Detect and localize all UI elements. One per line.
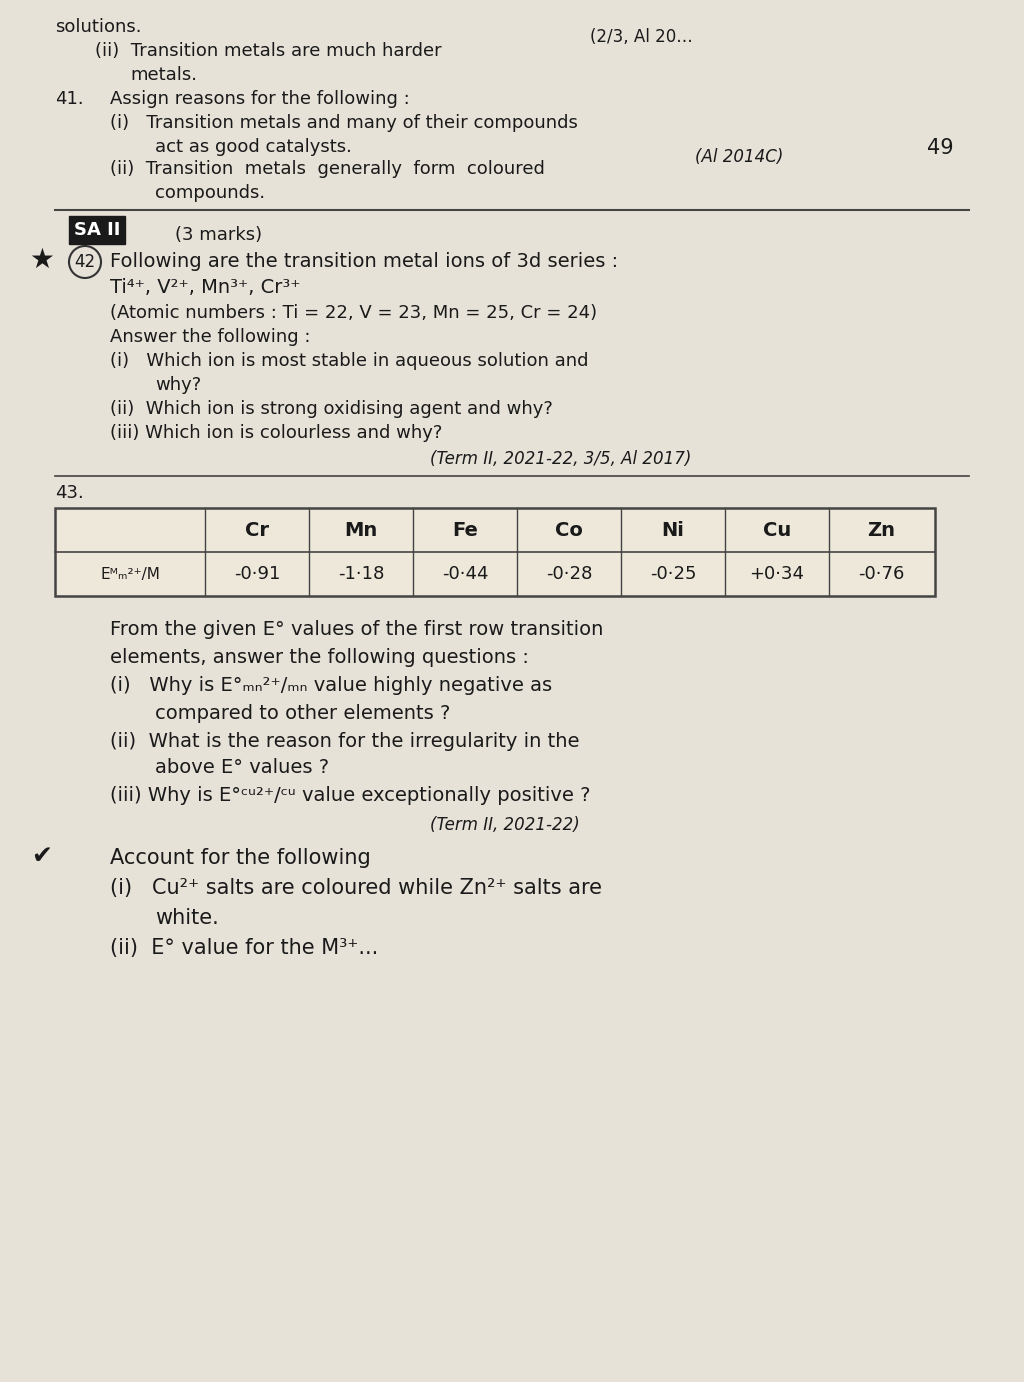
Text: (ii)  Transition metals are much harder: (ii) Transition metals are much harder xyxy=(95,41,441,59)
Text: -0·44: -0·44 xyxy=(441,565,488,583)
Text: 42: 42 xyxy=(75,253,95,271)
Text: Ti⁴⁺, V²⁺, Mn³⁺, Cr³⁺: Ti⁴⁺, V²⁺, Mn³⁺, Cr³⁺ xyxy=(110,278,300,297)
Text: (ii)  Transition  metals  generally  form  coloured: (ii) Transition metals generally form co… xyxy=(110,160,545,178)
Text: +0·34: +0·34 xyxy=(750,565,805,583)
Text: act as good catalysts.: act as good catalysts. xyxy=(155,138,352,156)
Text: -0·28: -0·28 xyxy=(546,565,592,583)
Text: ★: ★ xyxy=(30,246,54,274)
Text: (Atomic numbers : Ti = 22, V = 23, Mn = 25, Cr = 24): (Atomic numbers : Ti = 22, V = 23, Mn = … xyxy=(110,304,597,322)
Text: ✔: ✔ xyxy=(32,844,52,868)
Text: (i)   Why is E°ₘₙ²⁺/ₘₙ value highly negative as: (i) Why is E°ₘₙ²⁺/ₘₙ value highly negati… xyxy=(110,676,552,695)
Text: (iii) Why is E°ᶜᵘ²⁺/ᶜᵘ value exceptionally positive ?: (iii) Why is E°ᶜᵘ²⁺/ᶜᵘ value exceptional… xyxy=(110,786,591,804)
Text: why?: why? xyxy=(155,376,202,394)
Text: (ii)  Which ion is strong oxidising agent and why?: (ii) Which ion is strong oxidising agent… xyxy=(110,399,553,417)
Text: Cu: Cu xyxy=(763,521,792,539)
Text: Account for the following: Account for the following xyxy=(110,849,371,868)
Text: -0·25: -0·25 xyxy=(650,565,696,583)
Text: compounds.: compounds. xyxy=(155,184,265,202)
Text: (2/3, Al 20…: (2/3, Al 20… xyxy=(590,28,693,46)
Text: From the given E° values of the first row transition: From the given E° values of the first ro… xyxy=(110,621,603,638)
Text: (ii)  E° value for the M³⁺...: (ii) E° value for the M³⁺... xyxy=(110,938,378,958)
Text: (Term II, 2021-22, 3/5, Al 2017): (Term II, 2021-22, 3/5, Al 2017) xyxy=(430,451,691,468)
Text: (i)   Cu²⁺ salts are coloured while Zn²⁺ salts are: (i) Cu²⁺ salts are coloured while Zn²⁺ s… xyxy=(110,878,602,898)
Text: above E° values ?: above E° values ? xyxy=(155,757,329,777)
Text: Cr: Cr xyxy=(245,521,269,539)
Text: -1·18: -1·18 xyxy=(338,565,384,583)
Text: compared to other elements ?: compared to other elements ? xyxy=(155,703,451,723)
Text: Zn: Zn xyxy=(867,521,895,539)
Text: Following are the transition metal ions of 3d series :: Following are the transition metal ions … xyxy=(110,252,618,271)
Text: 43.: 43. xyxy=(55,484,84,502)
Text: solutions.: solutions. xyxy=(55,18,141,36)
Text: Eᴹₘ²⁺/M: Eᴹₘ²⁺/M xyxy=(100,567,160,582)
Text: (i)   Transition metals and many of their compounds: (i) Transition metals and many of their … xyxy=(110,113,578,133)
Text: 41.: 41. xyxy=(55,90,84,108)
Text: -0·91: -0·91 xyxy=(233,565,281,583)
Text: (iii) Which ion is colourless and why?: (iii) Which ion is colourless and why? xyxy=(110,424,442,442)
Text: (i)   Which ion is most stable in aqueous solution and: (i) Which ion is most stable in aqueous … xyxy=(110,352,589,370)
Text: Ni: Ni xyxy=(662,521,684,539)
Text: SA II: SA II xyxy=(74,221,120,239)
Text: (3 marks): (3 marks) xyxy=(175,227,262,245)
Text: metals.: metals. xyxy=(130,66,197,84)
Text: (ii)  What is the reason for the irregularity in the: (ii) What is the reason for the irregula… xyxy=(110,732,580,750)
Text: Answer the following :: Answer the following : xyxy=(110,328,310,346)
Text: Assign reasons for the following :: Assign reasons for the following : xyxy=(110,90,410,108)
Text: (Term II, 2021-22): (Term II, 2021-22) xyxy=(430,815,580,833)
Text: Co: Co xyxy=(555,521,583,539)
Text: elements, answer the following questions :: elements, answer the following questions… xyxy=(110,648,528,668)
Text: Fe: Fe xyxy=(452,521,478,539)
FancyBboxPatch shape xyxy=(55,509,935,596)
Text: 49: 49 xyxy=(927,138,953,158)
Text: -0·76: -0·76 xyxy=(858,565,904,583)
Text: Mn: Mn xyxy=(344,521,378,539)
Text: (Al 2014C): (Al 2014C) xyxy=(695,148,783,166)
Text: white.: white. xyxy=(155,908,219,927)
